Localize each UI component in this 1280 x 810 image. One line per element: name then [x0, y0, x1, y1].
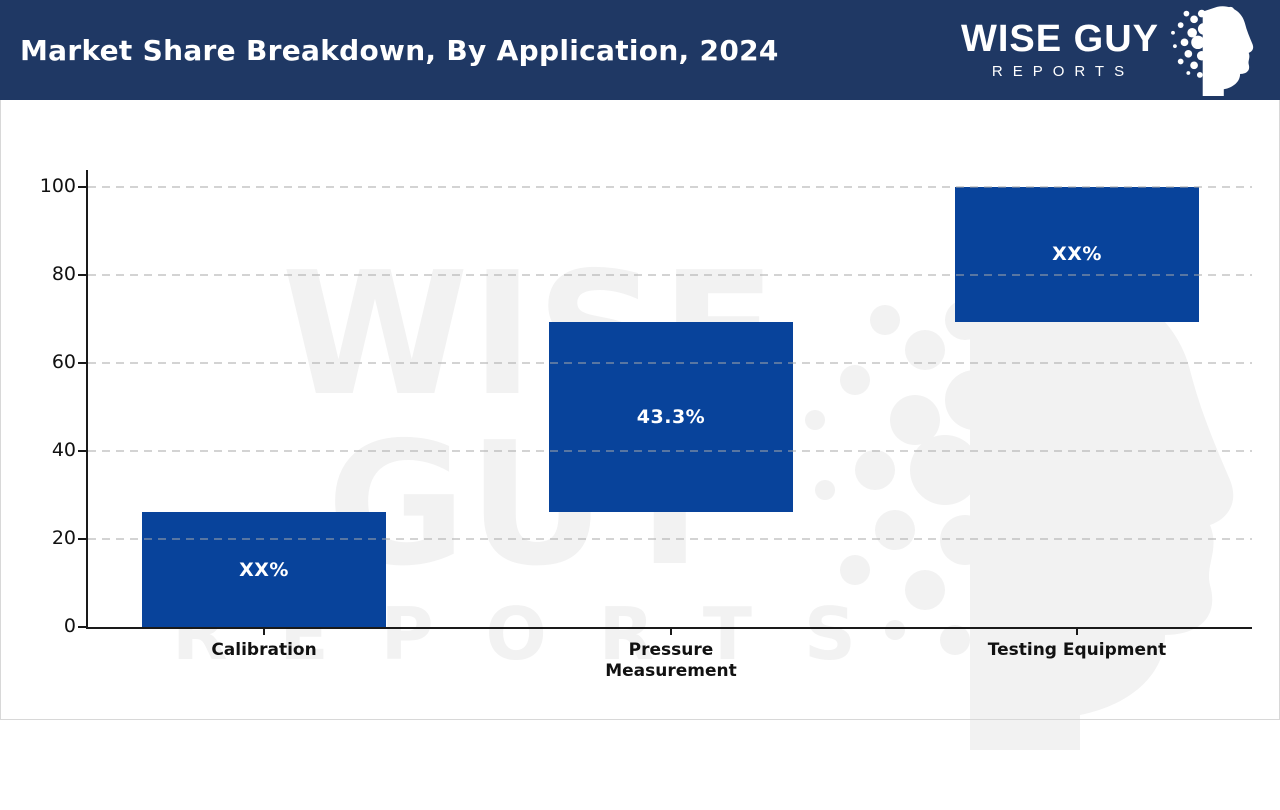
- x-tick-mark: [670, 629, 672, 635]
- y-tick-label: 20: [51, 527, 76, 549]
- category-label-pressure-measurement: Pressure Measurement: [541, 640, 801, 681]
- y-tick-mark: [78, 274, 86, 276]
- y-tick-mark: [78, 186, 86, 188]
- bar-value-label: XX%: [239, 558, 289, 581]
- bar-calibration: XX%: [142, 512, 386, 627]
- bar-value-label: 43.3%: [636, 405, 706, 428]
- bar-value-label: XX%: [1052, 243, 1102, 266]
- logo-wordmark-line1: WISE GUY: [960, 18, 1159, 60]
- bar-testing-equipment: XX%: [955, 187, 1199, 322]
- y-tick-label: 0: [63, 615, 76, 637]
- y-tick-mark: [78, 450, 86, 452]
- bar-pressure-measurement: 43.3%: [549, 321, 793, 513]
- category-label-line: Pressure: [628, 640, 714, 660]
- category-label-calibration: Calibration: [134, 640, 394, 661]
- y-tick-label: 40: [51, 439, 76, 461]
- y-tick-mark: [78, 538, 86, 540]
- y-tick-label: 60: [51, 351, 76, 373]
- header-bar: Market Share Breakdown, By Application, …: [0, 0, 1280, 100]
- x-axis-line: [86, 627, 1252, 629]
- category-label-testing-equipment: Testing Equipment: [947, 640, 1207, 661]
- category-label-line: Measurement: [605, 660, 737, 681]
- gridline-y80: [88, 274, 1252, 276]
- gridline-y60: [88, 362, 1252, 364]
- gridline-y20: [88, 538, 1252, 540]
- x-tick-mark: [263, 629, 265, 635]
- report-page: { "header": { "title": "Market Share Bre…: [0, 0, 1280, 750]
- y-tick-mark: [78, 362, 86, 364]
- page-title: Market Share Breakdown, By Application, …: [20, 33, 779, 67]
- gridline-y100: [88, 186, 1252, 188]
- gridline-y40: [88, 450, 1252, 452]
- brand-logo: WISE GUY REPORTS: [961, 4, 1270, 96]
- plot: XX% 43.3% XX% 0 20 40 60 80 100 Calibration Pressu…: [0, 100, 1280, 720]
- x-tick-mark: [1076, 629, 1078, 635]
- logo-wordmark: WISE GUY REPORTS: [961, 20, 1159, 80]
- logo-wordmark-line2: REPORTS: [991, 63, 1135, 80]
- category-label-line: Testing Equipment: [987, 640, 1167, 660]
- y-tick-label: 80: [51, 263, 76, 285]
- chart-area: WISE GUY REPORTS XX% 43.3% XX% 0 20 40 60 80 100…: [0, 100, 1280, 750]
- category-label-line: Calibration: [211, 640, 317, 660]
- logo-head-icon: [1171, 6, 1254, 96]
- y-tick-label: 100: [39, 175, 76, 197]
- y-tick-mark: [78, 626, 86, 628]
- y-axis-line: [86, 170, 88, 629]
